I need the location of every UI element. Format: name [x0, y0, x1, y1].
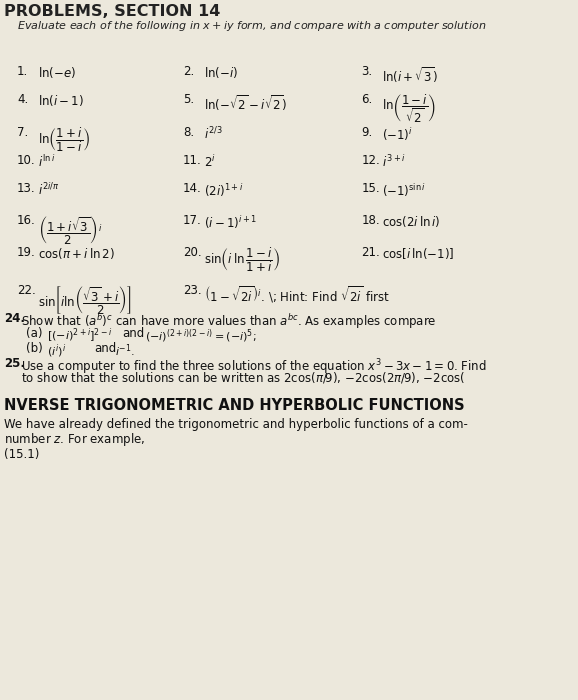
Text: $(-i)^{(2+i)(2-i)} = (-i)^{5}$;: $(-i)^{(2+i)(2-i)} = (-i)^{5}$;: [146, 327, 257, 344]
Text: $(2i)^{1+i}$: $(2i)^{1+i}$: [203, 182, 243, 199]
Text: and: and: [94, 342, 116, 355]
Text: number $z$. For example,: number $z$. For example,: [3, 431, 145, 448]
Text: $\sin\!\left(i\,\ln\dfrac{1-i}{1+i}\right)$: $\sin\!\left(i\,\ln\dfrac{1-i}{1+i}\righ…: [203, 246, 280, 274]
Text: 8.: 8.: [183, 126, 194, 139]
Text: $\cos(\pi + i\,\ln 2)$: $\cos(\pi + i\,\ln 2)$: [38, 246, 114, 261]
Text: $\ln\!\left(\dfrac{1-i}{\sqrt{2}}\right)$: $\ln\!\left(\dfrac{1-i}{\sqrt{2}}\right)…: [382, 93, 436, 125]
Text: PROBLEMS, SECTION 14: PROBLEMS, SECTION 14: [3, 4, 220, 19]
Text: NVERSE TRIGONOMETRIC AND HYPERBOLIC FUNCTIONS: NVERSE TRIGONOMETRIC AND HYPERBOLIC FUNC…: [3, 398, 464, 413]
Text: 6.: 6.: [361, 93, 373, 106]
Text: (a): (a): [26, 327, 43, 340]
Text: 19.: 19.: [17, 246, 36, 259]
Text: 3.: 3.: [361, 65, 372, 78]
Text: $\left(\dfrac{1+i\sqrt{3}}{2}\right)^{i}$: $\left(\dfrac{1+i\sqrt{3}}{2}\right)^{i}…: [38, 214, 102, 246]
Text: 4.: 4.: [17, 93, 28, 106]
Text: $\ln(i - 1)$: $\ln(i - 1)$: [38, 93, 84, 108]
Text: Evaluate each of the following in $x + iy$ form, and compare with a computer sol: Evaluate each of the following in $x + i…: [17, 19, 486, 33]
Text: $(i-1)^{i+1}$: $(i-1)^{i+1}$: [203, 214, 257, 231]
Text: $(i^{i})^{i}$: $(i^{i})^{i}$: [47, 342, 66, 360]
Text: 9.: 9.: [361, 126, 373, 139]
Text: We have already defined the trigonometric and hyperbolic functions of a com-: We have already defined the trigonometri…: [3, 418, 468, 431]
Text: $i^{2/3}$: $i^{2/3}$: [203, 126, 223, 143]
Text: $\cos[i\,\ln(-1)]$: $\cos[i\,\ln(-1)]$: [382, 246, 454, 261]
Text: $2^{i}$: $2^{i}$: [203, 154, 216, 170]
Text: 17.: 17.: [183, 214, 202, 227]
Text: 20.: 20.: [183, 246, 202, 259]
Text: $[(-i)^{2+i}]^{2-i}$: $[(-i)^{2+i}]^{2-i}$: [47, 327, 113, 345]
Text: 7.: 7.: [17, 126, 28, 139]
Text: $\ln(-\sqrt{2} - i\sqrt{2})$: $\ln(-\sqrt{2} - i\sqrt{2})$: [203, 93, 287, 113]
Text: to show that the solutions can be written as $2\cos(\pi/9)$, $-2\cos(2\pi/9)$, $: to show that the solutions can be writte…: [21, 370, 465, 385]
Text: $i^{2i/\pi}$: $i^{2i/\pi}$: [38, 182, 59, 198]
Text: 2.: 2.: [183, 65, 194, 78]
Text: $\ln(i + \sqrt{3})$: $\ln(i + \sqrt{3})$: [382, 65, 438, 85]
Text: 16.: 16.: [17, 214, 36, 227]
Text: $\left(1 - \sqrt{2i}\right)^{i}$. \; Hint: Find $\sqrt{2i}$ first: $\left(1 - \sqrt{2i}\right)^{i}$. \; Hin…: [203, 284, 390, 304]
Text: 10.: 10.: [17, 154, 35, 167]
Text: 5.: 5.: [183, 93, 194, 106]
Text: 18.: 18.: [361, 214, 380, 227]
Text: 13.: 13.: [17, 182, 35, 195]
Text: 11.: 11.: [183, 154, 202, 167]
Text: $\ln(-i)$: $\ln(-i)$: [203, 65, 238, 80]
Text: $\ln(-e)$: $\ln(-e)$: [38, 65, 76, 80]
Text: 25.: 25.: [3, 357, 25, 370]
Text: 22.: 22.: [17, 284, 36, 297]
Text: Use a computer to find the three solutions of the equation $x^{3}-3x-1=0$. Find: Use a computer to find the three solutio…: [21, 357, 487, 377]
Text: 12.: 12.: [361, 154, 380, 167]
Text: $i^{3+i}$: $i^{3+i}$: [382, 154, 406, 170]
Text: 15.: 15.: [361, 182, 380, 195]
Text: 21.: 21.: [361, 246, 380, 259]
Text: $(-1)^{i}$: $(-1)^{i}$: [382, 126, 413, 143]
Text: 1.: 1.: [17, 65, 28, 78]
Text: 23.: 23.: [183, 284, 202, 297]
Text: $\ln\!\left(\dfrac{1+i}{1-i}\right)$: $\ln\!\left(\dfrac{1+i}{1-i}\right)$: [38, 126, 90, 154]
Text: (b): (b): [26, 342, 43, 355]
Text: $\cos(2i\,\ln i)$: $\cos(2i\,\ln i)$: [382, 214, 440, 229]
Text: Show that $(a^{b})^{c}$ can have more values than $a^{bc}$. As examples compare: Show that $(a^{b})^{c}$ can have more va…: [21, 312, 436, 331]
Text: $\sin\!\left[i\ln\!\left(\dfrac{\sqrt{3}+i}{2}\right)\right]$: $\sin\!\left[i\ln\!\left(\dfrac{\sqrt{3}…: [38, 284, 132, 316]
Text: (15.1): (15.1): [3, 448, 39, 461]
Text: 24.: 24.: [3, 312, 25, 325]
Text: $i^{\mathrm{ln}\, i}$: $i^{\mathrm{ln}\, i}$: [38, 154, 55, 170]
Text: $(-1)^{\sin i}$: $(-1)^{\sin i}$: [382, 182, 426, 199]
Text: and: and: [122, 327, 144, 340]
Text: 14.: 14.: [183, 182, 202, 195]
Text: $i^{-1}$.: $i^{-1}$.: [114, 342, 135, 358]
